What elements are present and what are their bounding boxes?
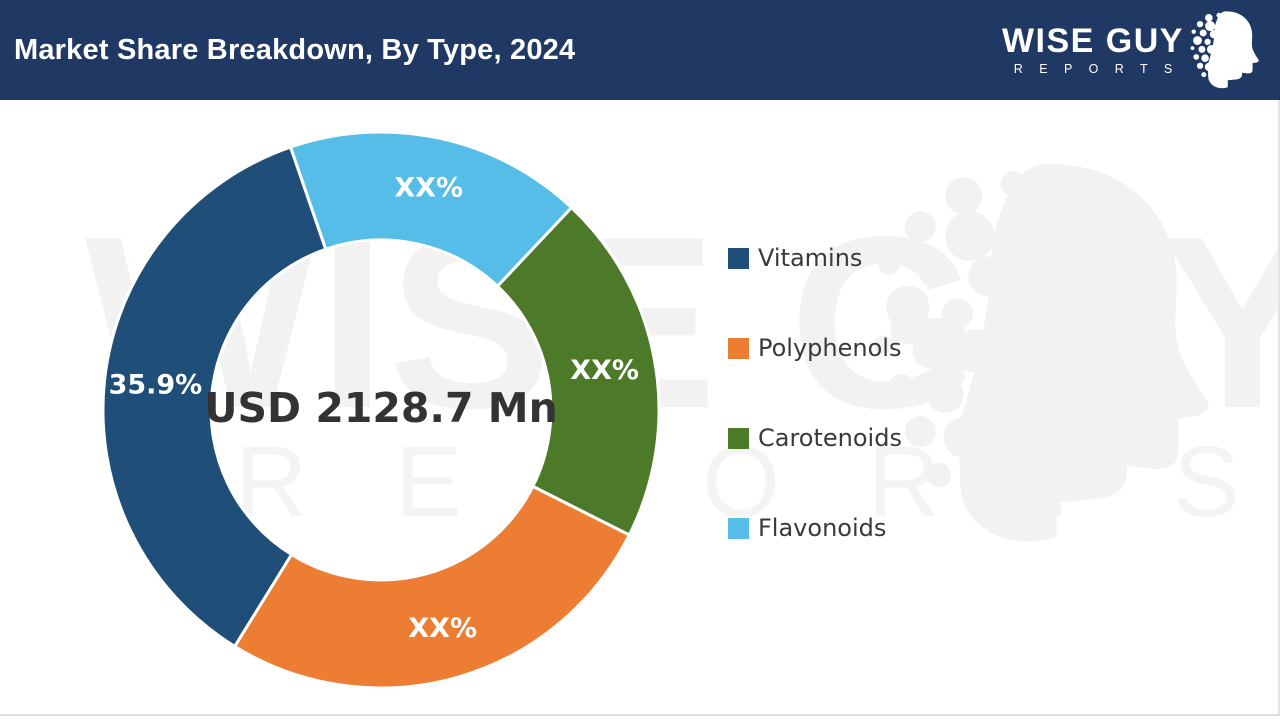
logo-face-icon: [1186, 9, 1262, 91]
page-title: Market Share Breakdown, By Type, 2024: [14, 33, 576, 66]
legend-label: Polyphenols: [758, 334, 902, 362]
bottom-divider: [0, 714, 1278, 716]
slice-label-vitamins: 35.9%: [109, 369, 203, 400]
logo-subtitle: R E P O R T S: [1013, 62, 1179, 77]
slice-label-flavonoids: XX%: [394, 173, 463, 204]
legend-item-polyphenols: Polyphenols: [728, 336, 902, 360]
wise-guy-reports-logo: WISE GUY R E P O R T S: [1002, 9, 1262, 91]
donut-slice-carotenoids: [496, 206, 661, 537]
chart-area: WISE GUY R E P O R T S XX% XX% XX% 35.9% US…: [0, 100, 1280, 716]
logo-wordmark: WISE GUY: [1001, 22, 1184, 61]
legend-label: Flavonoids: [758, 514, 887, 542]
legend-item-flavonoids: Flavonoids: [728, 516, 902, 540]
legend-item-vitamins: Vitamins: [728, 246, 902, 270]
legend-swatch-polyphenols: [728, 337, 749, 359]
donut-slice-flavonoids: [289, 130, 574, 288]
legend-swatch-vitamins: [728, 247, 749, 269]
chart-legend: Vitamins Polyphenols Carotenoids Flavono…: [728, 246, 902, 606]
donut-chart: XX% XX% XX% 35.9%: [101, 130, 661, 690]
legend-label: Carotenoids: [758, 424, 902, 452]
legend-item-carotenoids: Carotenoids: [728, 426, 902, 450]
slice-label-carotenoids: XX%: [570, 355, 639, 386]
header-bar: Market Share Breakdown, By Type, 2024 WI…: [0, 0, 1280, 100]
donut-slice-vitamins: [101, 145, 328, 648]
legend-swatch-flavonoids: [728, 517, 749, 539]
slice-label-polyphenols: XX%: [408, 613, 477, 644]
donut-center-value: USD 2128.7 Mn: [204, 384, 558, 432]
donut-slice-polyphenols: [233, 484, 631, 690]
legend-label: Vitamins: [758, 244, 863, 272]
legend-swatch-carotenoids: [728, 427, 749, 449]
